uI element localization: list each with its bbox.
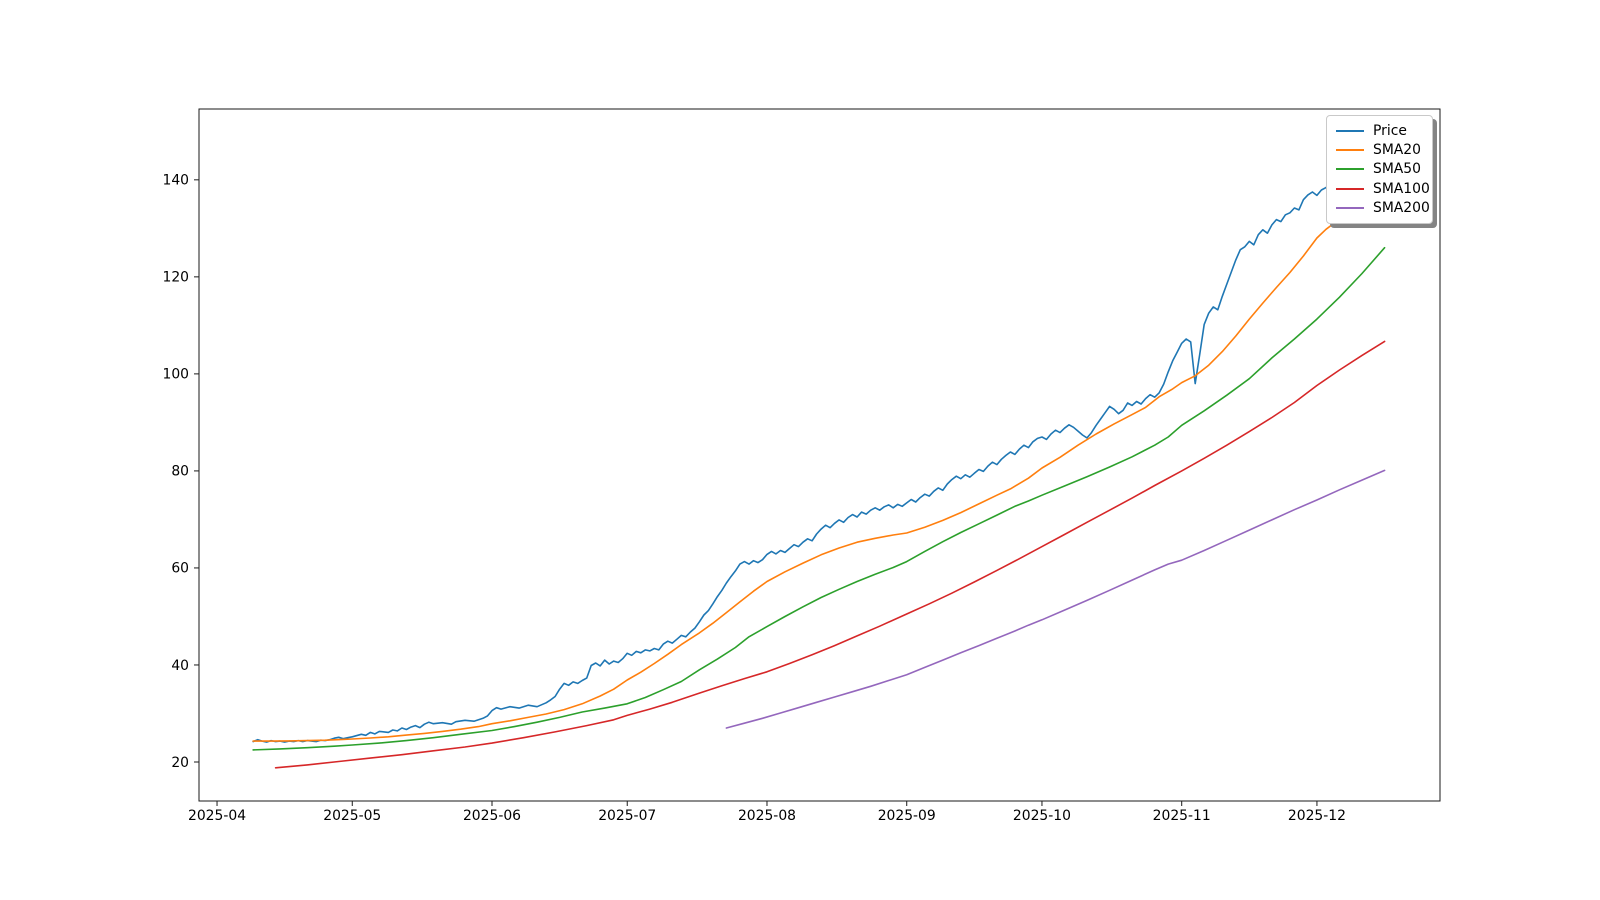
legend-swatch-sma20 xyxy=(1336,149,1364,152)
legend-swatch-price xyxy=(1336,129,1364,132)
y-tick-label: 20 xyxy=(171,755,189,771)
x-tick-label: 2025-10 xyxy=(1013,808,1071,824)
x-tick-label: 2025-11 xyxy=(1153,808,1211,824)
legend-swatch-sma50 xyxy=(1336,168,1364,171)
x-tick-label: 2025-12 xyxy=(1288,808,1346,824)
legend-item: Price xyxy=(1336,121,1426,140)
legend-item: SMA100 xyxy=(1336,179,1430,198)
legend-label: SMA100 xyxy=(1373,180,1430,197)
legend-swatch-sma200 xyxy=(1336,207,1364,210)
series-line-sma50 xyxy=(252,246,1386,751)
series-line-sma20 xyxy=(252,195,1386,742)
legend-label: SMA20 xyxy=(1373,142,1421,159)
legend-item: SMA50 xyxy=(1336,160,1426,179)
x-tick-label: 2025-05 xyxy=(323,808,381,824)
legend-label: SMA50 xyxy=(1373,161,1421,178)
y-tick-label: 40 xyxy=(171,658,189,674)
legend-item: SMA20 xyxy=(1336,141,1426,160)
y-tick-label: 80 xyxy=(171,464,189,480)
legend: Price SMA20 SMA50 SMA100 SMA200 xyxy=(1326,115,1433,224)
y-tick-label: 60 xyxy=(171,561,189,577)
x-tick-label: 2025-08 xyxy=(738,808,796,824)
series-line-sma100 xyxy=(274,340,1386,769)
x-tick-label: 2025-09 xyxy=(878,808,936,824)
legend-swatch-sma100 xyxy=(1336,187,1364,190)
y-tick-label: 120 xyxy=(162,270,189,286)
x-tick-label: 2025-06 xyxy=(463,808,521,824)
plot-border xyxy=(198,108,1441,802)
legend-label: Price xyxy=(1373,122,1407,139)
y-tick-label: 140 xyxy=(162,173,189,189)
series-line-sma200 xyxy=(725,469,1386,729)
y-tick-label: 100 xyxy=(162,367,189,383)
x-tick-label: 2025-07 xyxy=(598,808,656,824)
x-tick-label: 2025-04 xyxy=(188,808,246,824)
series-line-price xyxy=(252,145,1386,743)
legend-label: SMA200 xyxy=(1373,200,1430,217)
legend-item: SMA200 xyxy=(1336,199,1430,218)
